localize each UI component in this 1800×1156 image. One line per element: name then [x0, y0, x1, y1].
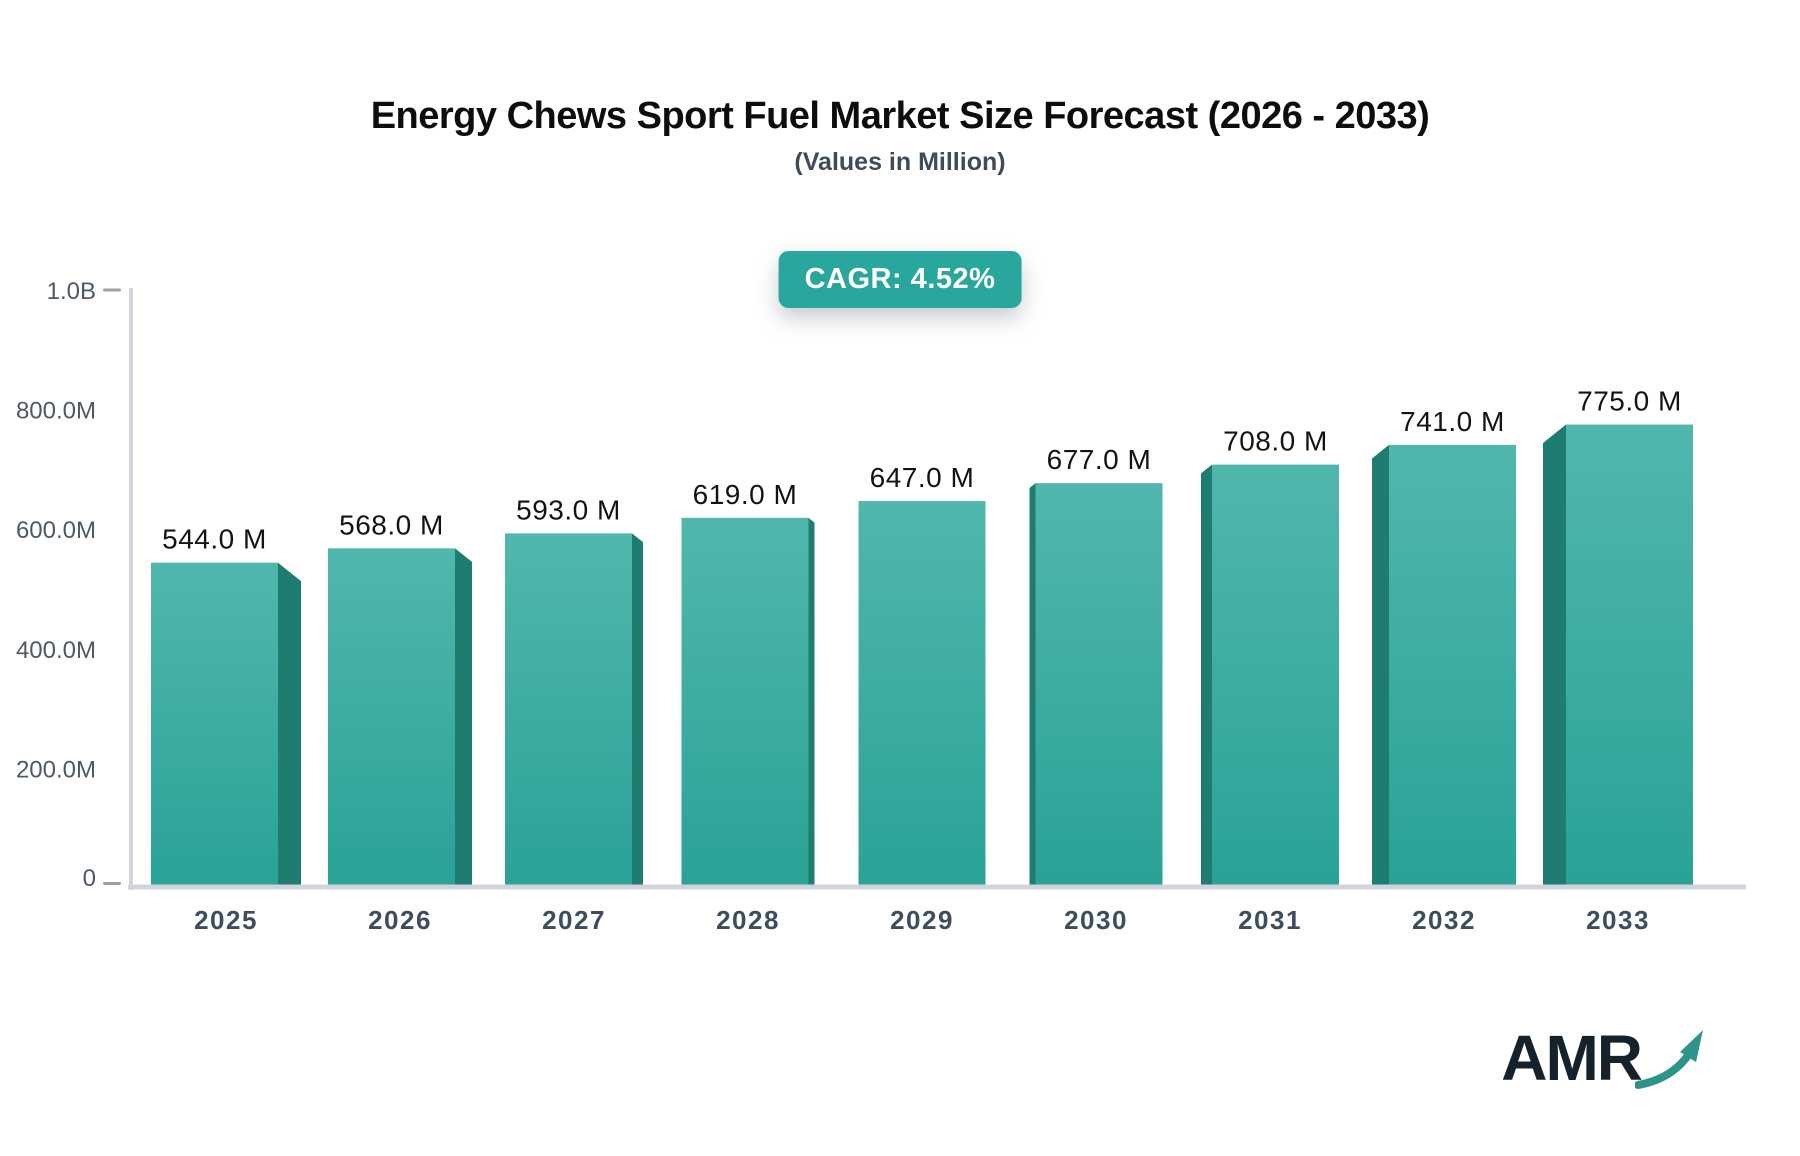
- chart-title: Energy Chews Sport Fuel Market Size Fore…: [370, 95, 1430, 137]
- y-axis-line: [129, 288, 133, 890]
- bar-side-face: [455, 548, 472, 888]
- y-axis-label: 600.0M: [16, 517, 96, 544]
- x-axis-label: 2029: [890, 905, 954, 935]
- bar-side-face: [278, 562, 301, 888]
- bar-value-label: 708.0 M: [1223, 426, 1328, 457]
- bar-value-label: 775.0 M: [1577, 386, 1682, 417]
- bar: [328, 548, 455, 888]
- bar: [1389, 444, 1516, 888]
- bar-side-face: [1372, 444, 1389, 888]
- y-axis-label: 200.0M: [16, 756, 96, 783]
- bar: [1212, 464, 1339, 888]
- bar: [151, 562, 278, 888]
- bar-value-label: 593.0 M: [516, 494, 621, 525]
- bar: [1035, 483, 1163, 888]
- amr-logo-text: AMR: [1501, 1022, 1643, 1094]
- x-axis-label: 2033: [1586, 905, 1650, 935]
- y-axis-label: 1.0B: [47, 278, 96, 305]
- bar-side-face: [1029, 483, 1036, 888]
- x-axis-label: 2031: [1238, 905, 1302, 935]
- bar-value-label: 741.0 M: [1400, 406, 1505, 437]
- bar-value-label: 677.0 M: [1047, 444, 1152, 475]
- chart-subtitle: (Values in Million): [794, 148, 1006, 176]
- y-axis-tick-dash: [103, 882, 121, 885]
- growth-arrow-icon: [1635, 1030, 1703, 1089]
- y-axis-tick-dash: [103, 288, 121, 292]
- y-axis-label: 400.0M: [16, 637, 96, 664]
- x-axis-line: [128, 884, 1746, 890]
- x-axis-label: 2027: [542, 905, 606, 935]
- x-axis-label: 2026: [368, 905, 432, 935]
- bar: [858, 501, 986, 888]
- bar-value-label: 647.0 M: [870, 462, 975, 493]
- amr-logo: AMR: [1501, 1026, 1705, 1090]
- cagr-badge-label: CAGR: 4.52%: [804, 263, 996, 295]
- bar-side-face: [632, 533, 643, 888]
- y-axis-label: 0: [83, 865, 96, 892]
- cagr-badge: CAGR: 4.52%: [778, 251, 1022, 308]
- bar: [1566, 424, 1693, 888]
- x-axis-label: 2028: [716, 905, 780, 935]
- y-axis-label: 800.0M: [16, 398, 96, 425]
- bar-side-face: [1543, 424, 1566, 888]
- bar-value-label: 619.0 M: [693, 479, 798, 510]
- x-axis-label: 2032: [1412, 905, 1476, 935]
- bar-side-face: [1201, 464, 1212, 888]
- x-axis-label: 2025: [194, 905, 258, 935]
- bar: [681, 517, 809, 888]
- x-axis-label: 2030: [1064, 905, 1128, 935]
- bar-value-label: 544.0 M: [162, 524, 267, 555]
- bar: [505, 533, 632, 888]
- bar-value-label: 568.0 M: [339, 509, 444, 540]
- bar-side-face: [808, 517, 815, 888]
